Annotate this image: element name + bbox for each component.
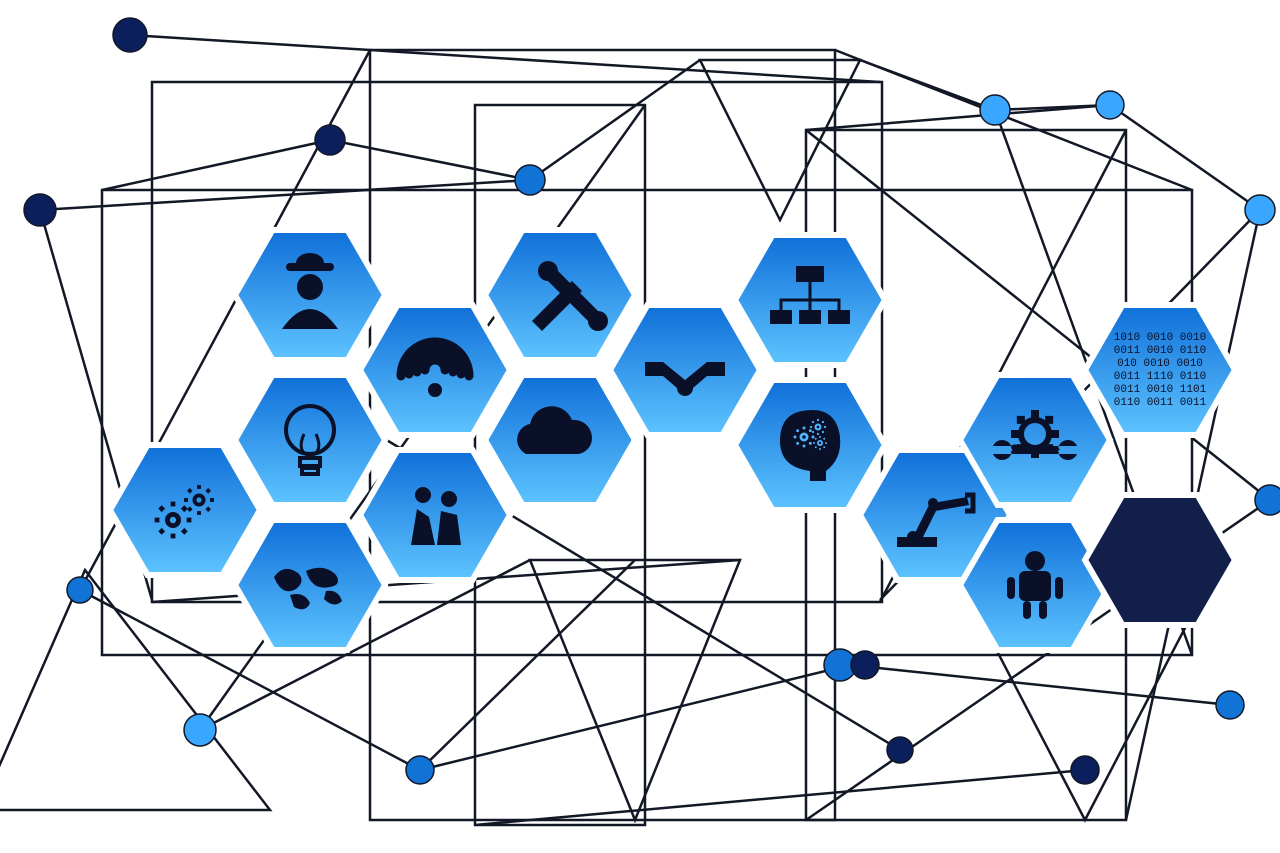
node-dot-5	[184, 714, 216, 746]
node-dot-10	[980, 95, 1010, 125]
hex-map	[235, 520, 385, 650]
node-dot-12	[1245, 195, 1275, 225]
binary-row-5: 0110 0011 0011	[1114, 397, 1207, 409]
hex-worker	[235, 230, 385, 360]
binary-row-3: 0011 1110 0110	[1114, 371, 1206, 383]
node-dot-6	[406, 756, 434, 784]
hex-shape	[235, 375, 385, 505]
node-dot-14	[1216, 691, 1244, 719]
hex-brain	[735, 380, 885, 510]
node-dot-9	[887, 737, 913, 763]
hex-label: Service	[1010, 441, 1060, 457]
hex-cloud	[485, 375, 635, 505]
hex-people	[360, 450, 510, 580]
hex-darkhex	[1085, 495, 1235, 625]
binary-row-0: 1010 0010 0010	[1114, 332, 1206, 344]
binary-row-2: 010 0010 0010	[1117, 358, 1203, 370]
node-dot-13	[1255, 485, 1280, 515]
hex-tools	[485, 230, 635, 360]
node-dot-3	[515, 165, 545, 195]
node-dot-4	[67, 577, 93, 603]
node-dot-0	[113, 18, 147, 52]
hex-shape	[610, 305, 760, 435]
hex-lightbulb	[235, 375, 385, 505]
hex-shape	[360, 450, 510, 580]
binary-row-1: 0011 0010 0110	[1114, 345, 1206, 357]
hex-shape	[1085, 495, 1235, 625]
binary-row-4: 0011 0010 1101	[1114, 384, 1207, 396]
hexagon-cluster: Service 1010 0010 00100011 0010 0110010 0…	[110, 230, 1235, 650]
node-dot-15	[1071, 756, 1099, 784]
hex-binary: 1010 0010 00100011 0010 0110010 0010 001…	[1085, 305, 1235, 435]
node-dot-11	[1096, 91, 1124, 119]
hex-handshake	[610, 305, 760, 435]
hex-orgchart	[735, 235, 885, 365]
hex-shape	[235, 520, 385, 650]
hex-shape	[1085, 305, 1235, 435]
node-dot-2	[24, 194, 56, 226]
industry-network-diagram: Service 1010 0010 00100011 0010 0110010 0…	[0, 0, 1280, 853]
binary-icon: 1010 0010 00100011 0010 0110010 0010 001…	[1114, 332, 1207, 409]
node-dot-8	[851, 651, 879, 679]
node-dot-1	[315, 125, 345, 155]
hex-gears	[110, 445, 260, 575]
